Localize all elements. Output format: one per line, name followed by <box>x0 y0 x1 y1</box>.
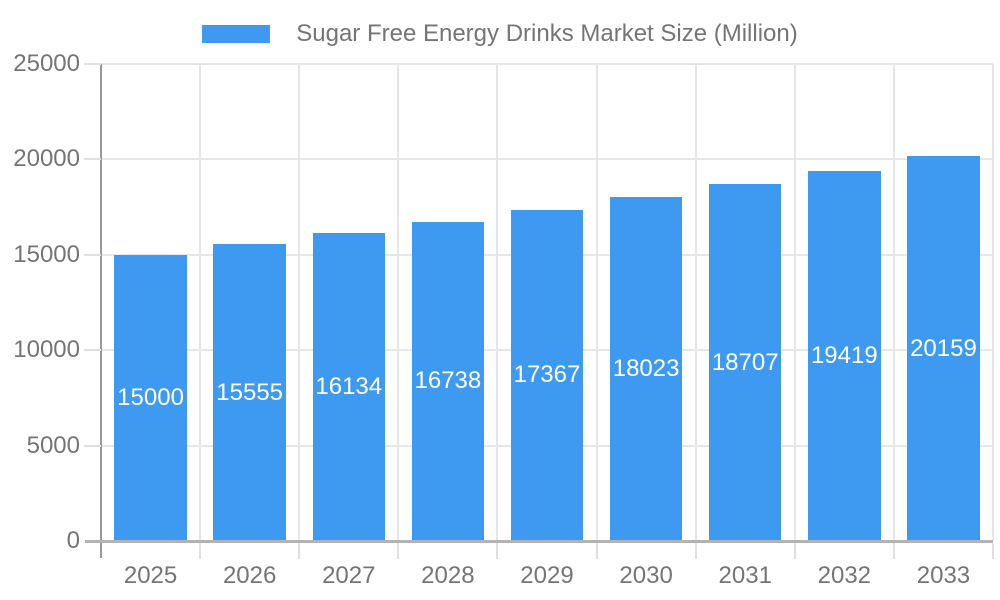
bar: 19419 <box>808 170 881 541</box>
x-axis-line <box>85 540 993 543</box>
legend-label: Sugar Free Energy Drinks Market Size (Mi… <box>296 20 798 47</box>
bar-value-label: 18707 <box>711 348 779 376</box>
y-axis-tick <box>84 444 101 447</box>
y-axis-tick-label: 10000 <box>13 336 80 364</box>
h-gridline <box>101 158 993 161</box>
y-axis-tick-label: 0 <box>66 527 80 554</box>
bar: 18707 <box>709 184 782 541</box>
y-axis-tick-label: 25000 <box>13 50 80 77</box>
x-axis-tick-label: 2028 <box>421 562 475 589</box>
x-axis-tick <box>397 543 400 559</box>
x-axis-tick <box>298 543 301 559</box>
y-axis-tick <box>84 158 101 161</box>
x-axis-tick <box>496 543 499 559</box>
bar: 15000 <box>114 254 187 541</box>
bar: 16738 <box>411 221 485 541</box>
bar: 20159 <box>907 156 980 541</box>
plot-area: 15000 15555 16134 16738 17367 18023 18707 19419… <box>101 63 994 541</box>
v-gridline <box>694 64 697 541</box>
v-gridline <box>892 64 895 541</box>
x-axis-tick <box>595 543 598 559</box>
y-axis-tick-label: 5000 <box>26 431 80 459</box>
legend-swatch <box>202 25 271 43</box>
y-axis-tick-label: 15000 <box>13 240 80 268</box>
bar-value-label: 20159 <box>910 334 977 362</box>
x-axis-tick-label: 2030 <box>619 562 673 589</box>
bar-value-label: 16738 <box>414 367 482 395</box>
bar-value-label: 18023 <box>612 355 680 383</box>
v-gridline <box>199 64 202 541</box>
legend: Sugar Free Energy Drinks Market Size (Mi… <box>0 20 1000 48</box>
x-axis-tick <box>694 543 697 559</box>
bar: 15555 <box>213 244 286 541</box>
x-axis-tick-label: 2027 <box>322 562 376 589</box>
bar-value-label: 16134 <box>315 373 383 401</box>
x-axis-tick-label: 2026 <box>222 562 277 589</box>
y-axis-tick-label: 20000 <box>13 145 80 173</box>
v-gridline <box>595 64 598 541</box>
y-axis-tick <box>84 349 101 352</box>
x-axis-tick <box>199 543 202 559</box>
v-gridline <box>298 64 301 541</box>
bar: 16134 <box>312 233 385 541</box>
bar-value-label: 17367 <box>513 361 581 389</box>
bar: 18023 <box>609 197 683 541</box>
bar: 17367 <box>510 209 584 541</box>
y-axis-tick <box>84 253 101 256</box>
x-axis-tick <box>892 543 895 559</box>
v-gridline <box>496 64 499 541</box>
x-axis-tick-label: 2025 <box>123 562 178 589</box>
bar-value-label: 15555 <box>216 378 284 406</box>
x-axis-tick-label: 2033 <box>916 562 971 589</box>
bar-value-label: 19419 <box>810 341 878 369</box>
y-axis-tick <box>84 63 101 65</box>
v-gridline <box>397 64 400 541</box>
x-axis-tick-label: 2031 <box>718 562 772 589</box>
y-axis-line <box>100 64 102 558</box>
x-axis-tick-label: 2029 <box>520 562 574 589</box>
x-axis-tick <box>992 543 994 559</box>
v-gridline <box>793 64 796 541</box>
h-gridline <box>101 63 993 65</box>
v-gridline <box>992 64 994 541</box>
bar-value-label: 15000 <box>117 383 184 411</box>
x-axis-tick <box>793 543 796 559</box>
x-axis-tick-label: 2032 <box>817 562 872 589</box>
